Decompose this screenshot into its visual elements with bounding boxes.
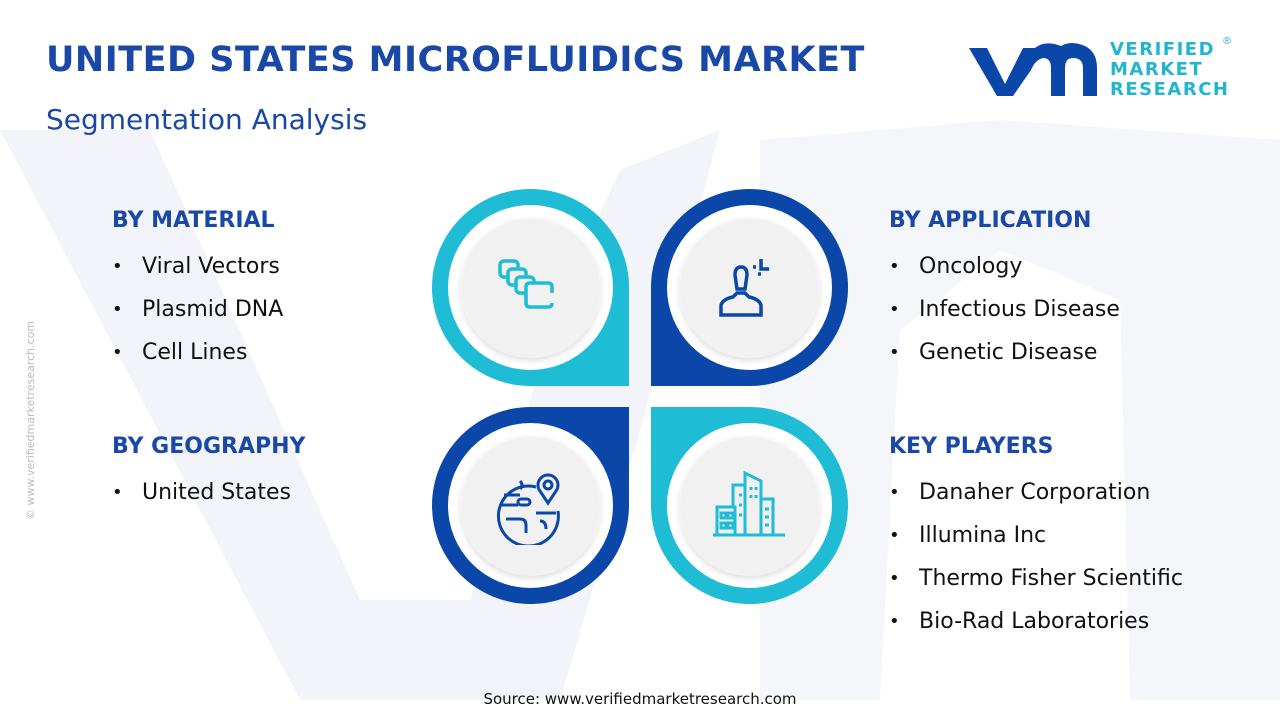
logo-text: VERIFIED MARKET RESEARCH — [1110, 40, 1229, 100]
page-title: UNITED STATES MICROFLUIDICS MARKET — [46, 40, 865, 80]
segment-application: BY APPLICATION OncologyInfectious Diseas… — [889, 208, 1120, 374]
list-item: Genetic Disease — [889, 331, 1120, 374]
segment-key-players: KEY PLAYERS Danaher CorporationIllumina … — [889, 434, 1183, 643]
logo-line: MARKET — [1110, 59, 1204, 80]
key-players-drop — [651, 407, 848, 604]
registered-mark: ® — [1222, 36, 1232, 47]
side-watermark-text: © www.verifiedmarketresearch.com — [24, 320, 37, 520]
material-drop — [432, 189, 629, 386]
list-item: Cell Lines — [112, 331, 283, 374]
segment-geography: BY GEOGRAPHY United States — [112, 434, 305, 514]
list-item: United States — [112, 471, 305, 514]
segment-title: BY APPLICATION — [889, 208, 1092, 233]
segment-material: BY MATERIAL Viral VectorsPlasmid DNACell… — [112, 208, 283, 374]
application-drop — [651, 189, 848, 386]
segment-title: BY MATERIAL — [112, 208, 275, 233]
logo-line: RESEARCH — [1110, 79, 1230, 100]
segment-title: BY GEOGRAPHY — [112, 434, 306, 459]
geography-drop — [432, 407, 629, 604]
person-icon — [719, 259, 769, 317]
segment-title: KEY PLAYERS — [889, 434, 1054, 459]
vmr-logo-mark — [969, 43, 1097, 96]
list-item: Plasmid DNA — [112, 288, 283, 331]
list-item: Viral Vectors — [112, 245, 283, 288]
stacked-cards-icon — [498, 259, 554, 309]
list-item: Bio-Rad Laboratories — [889, 600, 1183, 643]
source-text: Source: www.verifiedmarketresearch.com — [483, 690, 797, 708]
list-item: Danaher Corporation — [889, 471, 1183, 514]
list-item: Oncology — [889, 245, 1120, 288]
globe-pin-icon — [496, 473, 560, 545]
list-item: Thermo Fisher Scientific — [889, 557, 1183, 600]
list-item: Illumina Inc — [889, 514, 1183, 557]
buildings-icon — [713, 470, 785, 537]
page-subtitle: Segmentation Analysis — [46, 103, 368, 136]
logo-line: VERIFIED — [1110, 39, 1216, 60]
list-item: Infectious Disease — [889, 288, 1120, 331]
